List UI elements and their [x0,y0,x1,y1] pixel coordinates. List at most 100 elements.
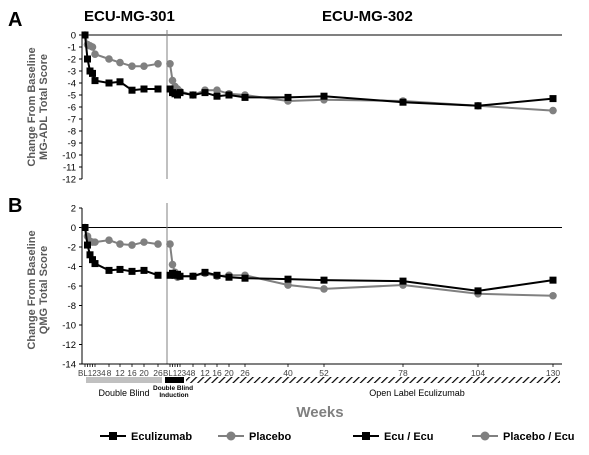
x-tick-label: 26 [240,368,250,378]
data-point-square [225,91,233,99]
x-tick-label: 130 [546,368,560,378]
x-tick-label: 20 [224,368,234,378]
data-point-square [116,265,124,273]
panel-a-ytick-label: -6 [68,103,76,114]
data-point-circle [284,281,292,289]
panel-a-series-eculizumab [81,31,162,94]
data-point-circle [105,236,113,244]
data-point-square [176,272,184,280]
series-line [84,227,159,277]
data-point-circle [91,238,99,246]
data-point-square [241,274,249,282]
open-label-label: Open Label Eculizumab [369,388,465,398]
data-point-square [201,268,209,276]
panel-a-ytick-label: -2 [68,55,76,66]
data-point-square [128,267,136,275]
data-point-square [213,271,221,279]
data-point-square [320,276,328,284]
data-point-square [213,92,221,100]
data-point-circle [168,260,177,269]
x-tick-label: BL1234 [78,369,106,378]
x-tick-label: 12 [200,368,210,378]
induction-bar [165,377,184,383]
legend: Eculizumab Placebo Ecu / Ecu Placebo / Ecu [100,431,575,443]
data-point-square [91,260,99,268]
panel-a-label: A [8,9,22,31]
legend-label: Placebo [249,431,291,443]
x-tick-label: 40 [283,368,293,378]
x-tick-label: 104 [471,368,485,378]
panel-b-ytick-label: 2 [71,204,76,215]
x-tick-label: 78 [398,368,408,378]
data-point-square [189,91,197,99]
data-point-circle [168,76,177,85]
panel-b: 2 0 -2 -4 -6 -8 -10 -12 -14 [62,203,562,371]
x-tick-label: 26 [153,368,163,378]
panel-b-ytick-label: -12 [62,340,76,351]
data-point-square [549,276,557,284]
x-tick-label: 16 [127,368,137,378]
data-point-circle [213,86,221,94]
data-point-circle [549,291,557,300]
data-point-square [84,55,91,63]
panel-a-ytick-label: -8 [68,127,76,138]
panel-b-ytick-label: 0 [71,223,76,234]
legend-circle-marker [480,431,490,441]
x-tick-label: 12 [115,368,125,378]
data-point-square [116,78,124,86]
induction-label: Double Blind Induction [153,385,195,399]
panel-b-ytick-label: -8 [68,301,76,312]
data-point-circle [128,241,136,249]
data-point-square [284,275,292,283]
data-point-square [474,287,482,295]
x-tick-label: 16 [212,368,222,378]
panel-b-label: B [8,195,22,217]
data-point-square [225,273,233,281]
panel-b-series-ecu-ecu [166,268,557,295]
double-blind-label: Double Blind [98,388,149,398]
x-axis-title: Weeks [296,404,343,421]
legend-square-marker [362,432,370,440]
data-point-circle [166,60,174,68]
series-line [84,34,158,92]
panel-a-series-placebo-ecu [166,60,557,115]
panel-a-ytick-label: -3 [68,67,76,78]
data-point-square [154,271,162,279]
panel-a-ylabel-line1: Change From Baseline [26,47,38,166]
data-point-square [201,89,209,97]
panel-a-ytick-label: -11 [63,163,76,174]
data-point-square [154,85,162,93]
study-label-302: ECU-MG-302 [322,8,413,25]
data-point-square [105,266,113,274]
data-point-circle [166,240,174,248]
panel-b-series-placebo-ecu [166,240,557,300]
x-tick-label: 20 [139,368,149,378]
legend-item: Placebo / Ecu [472,431,575,443]
induction-label-line1: Double Blind [153,385,193,392]
panel-b-ytick-label: -4 [68,262,76,273]
data-point-square [140,266,148,274]
data-point-circle [140,62,148,70]
data-point-circle [154,240,162,248]
data-point-square [91,77,99,85]
panel-a-ytick-label: -7 [68,115,76,126]
data-point-square [140,85,148,93]
panel-a-ytick-label: 0 [71,31,76,42]
data-point-circle [140,238,148,246]
panel-b-ytick-label: -10 [62,321,76,332]
data-point-square [284,93,292,101]
data-point-circle [128,62,136,70]
data-point-square [84,241,91,249]
panel-a: 0-1-2-3-4-5-6-7-8-9-10-11-12 [62,30,562,186]
panel-b-ylabel-line1: Change From Baseline [26,230,38,349]
x-tick-label: 8 [191,368,196,378]
panel-a-series-placebo [81,31,162,70]
data-point-circle [320,285,328,293]
data-point-circle [116,58,124,67]
panel-a-ytick-label: -10 [62,151,76,162]
data-point-square [89,69,96,77]
panel-b-ytick-label: -14 [62,360,76,371]
data-point-square [320,92,328,100]
